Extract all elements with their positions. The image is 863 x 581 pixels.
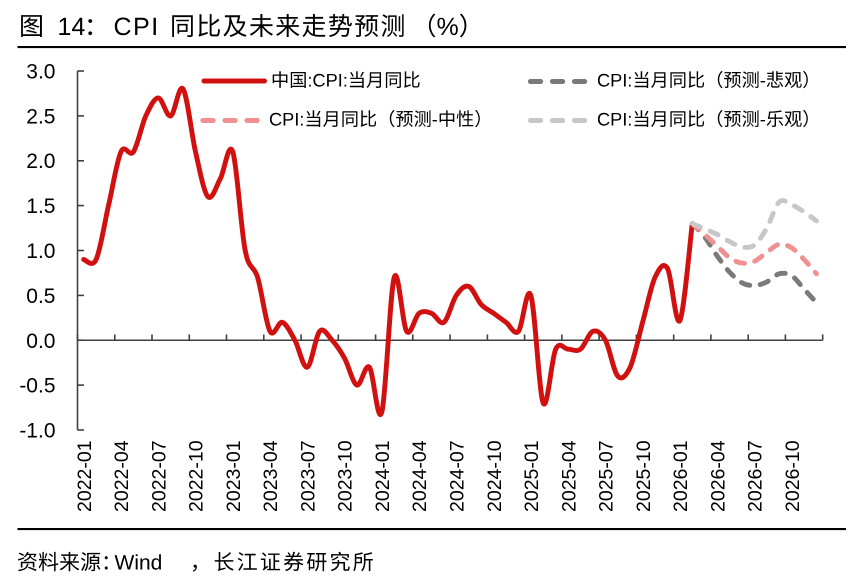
svg-text:0.5: 0.5 [26,285,55,308]
svg-text:2023-07: 2023-07 [298,440,320,512]
svg-text:2025-04: 2025-04 [558,440,580,512]
svg-text:2024-07: 2024-07 [447,440,469,512]
svg-text:1.5: 1.5 [26,195,55,218]
svg-text:2023-04: 2023-04 [260,440,282,512]
svg-text:2025-01: 2025-01 [521,440,543,512]
svg-text:2.5: 2.5 [26,105,55,128]
svg-text:2024-01: 2024-01 [372,440,394,512]
svg-text:2025-10: 2025-10 [633,440,655,512]
svg-text:2022-10: 2022-10 [186,440,208,512]
svg-text:2024-10: 2024-10 [484,440,506,512]
svg-text:2025-07: 2025-07 [596,440,618,512]
svg-text:-0.5: -0.5 [19,375,55,398]
svg-text:3.0: 3.0 [26,61,55,84]
svg-text:2026-01: 2026-01 [670,440,692,512]
svg-text:2026-10: 2026-10 [782,440,804,512]
svg-text:2023-10: 2023-10 [335,440,357,512]
svg-text:0.0: 0.0 [26,330,55,353]
svg-text:2023-01: 2023-01 [223,440,245,512]
svg-text:2026-07: 2026-07 [745,440,767,512]
svg-text:-1.0: -1.0 [19,420,55,443]
svg-text:2022-07: 2022-07 [148,440,170,512]
svg-text:2024-04: 2024-04 [409,440,431,512]
svg-text:2.0: 2.0 [26,150,55,173]
svg-text:2022-01: 2022-01 [74,440,96,512]
svg-text:2026-04: 2026-04 [707,440,729,512]
svg-text:2022-04: 2022-04 [111,440,133,512]
svg-text:1.0: 1.0 [26,240,55,263]
